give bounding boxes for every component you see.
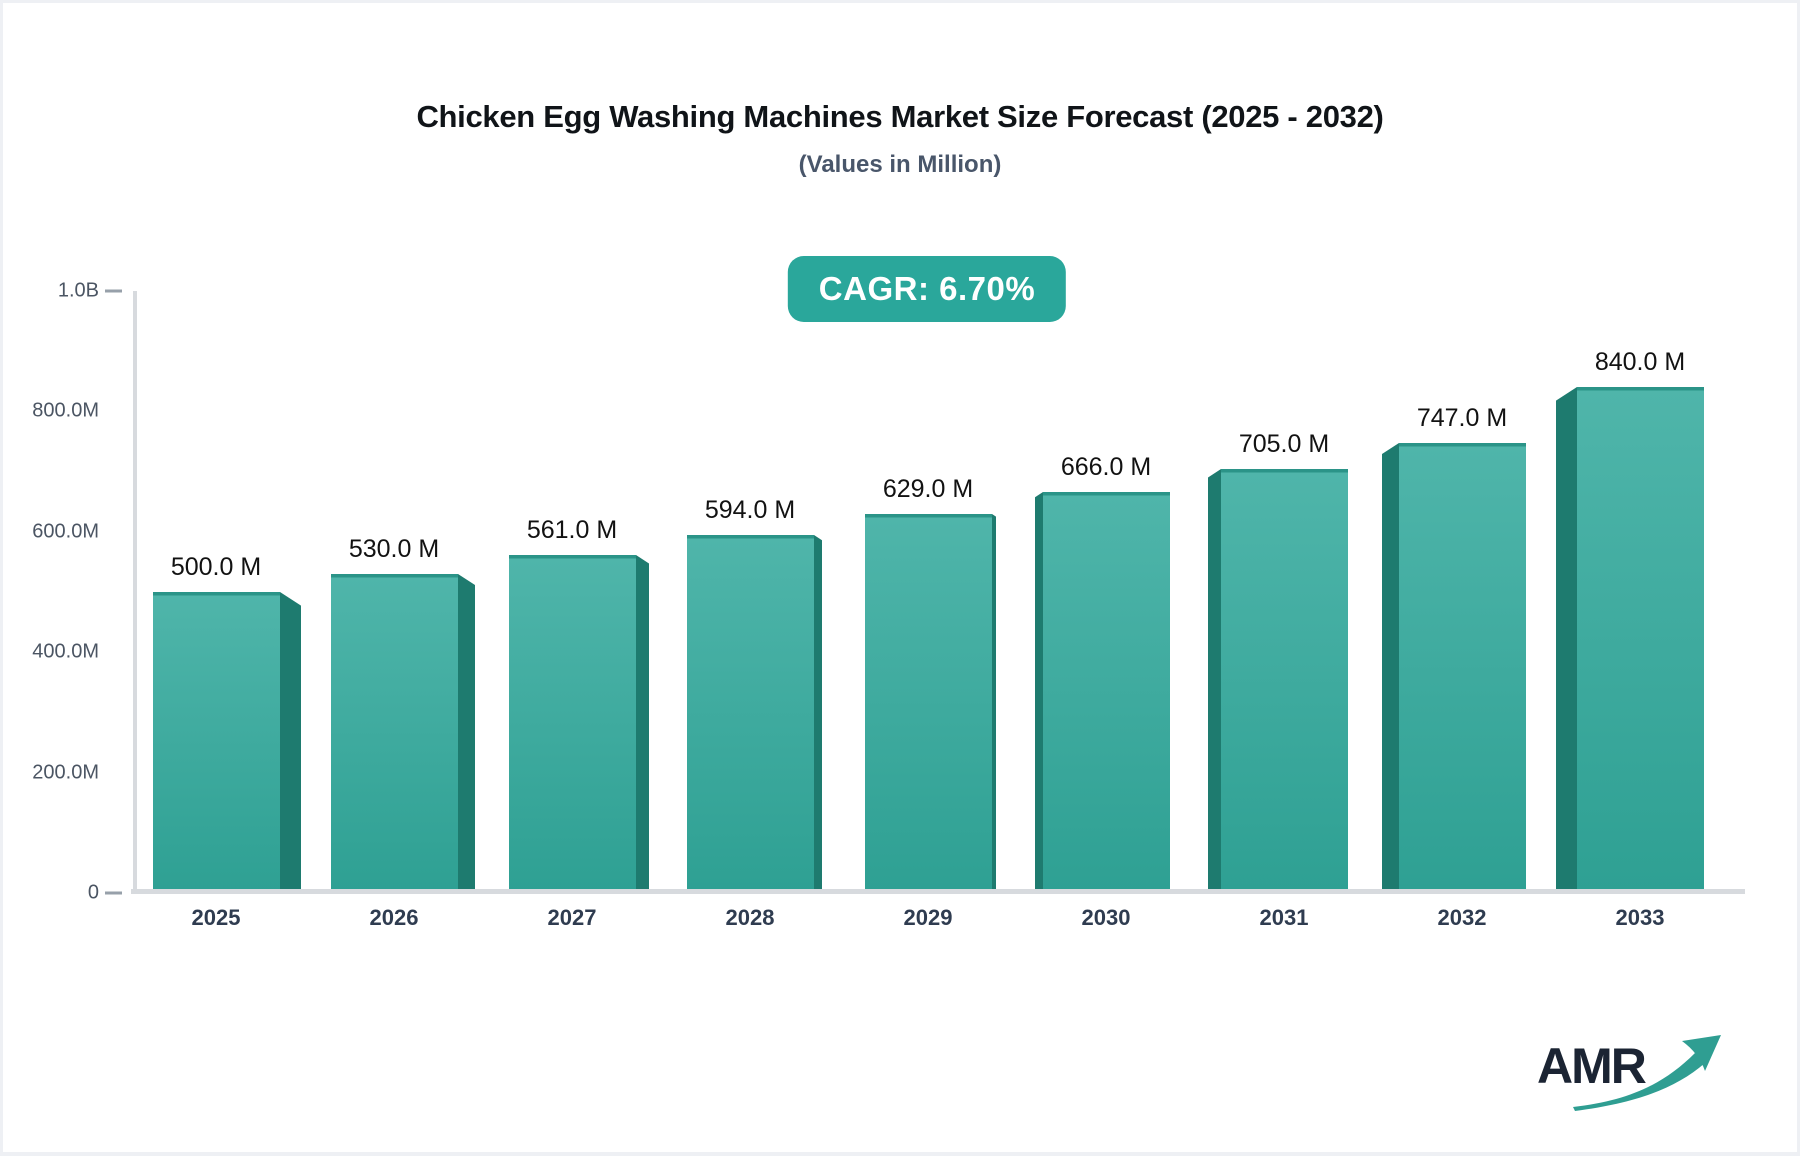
bar: 500.0 M [127, 273, 305, 893]
x-tick-label: 2027 [547, 905, 597, 930]
x-tick-label: 2029 [903, 905, 953, 930]
x-tick-label: 2033 [1615, 905, 1665, 930]
bar-side [279, 592, 301, 893]
bar-value-label: 594.0 M [704, 496, 796, 525]
cagr-badge: CAGR: 6.70% [787, 256, 1067, 322]
bar-face [686, 535, 814, 893]
bar: 594.0 M [661, 273, 839, 893]
bar-side [1555, 387, 1577, 893]
bar-value-label: 747.0 M [1416, 404, 1508, 433]
y-tick-label: 800.0M [32, 399, 99, 422]
chart-title: Chicken Egg Washing Machines Market Size… [416, 99, 1384, 134]
bar-value-label: 666.0 M [1060, 453, 1152, 482]
bar-face [864, 514, 992, 893]
bar-side [1381, 443, 1399, 893]
y-tick-label: 400.0M [32, 640, 99, 663]
x-tick-label: 2030 [1081, 905, 1131, 930]
x-tick-label: 2028 [725, 905, 775, 930]
bars-area: 500.0 M 530.0 M 561.0 M 594.0 M 629.0 M 666.0… [127, 273, 1729, 893]
bar: 666.0 M [1017, 273, 1195, 893]
bar-side [1034, 492, 1043, 893]
bar: 530.0 M [305, 273, 483, 893]
x-tick-label: 2025 [191, 905, 241, 930]
bar-side [813, 535, 822, 893]
bar-side [457, 573, 475, 893]
bar-value-label: 500.0 M [170, 553, 262, 581]
y-tick-label: 600.0M [32, 520, 99, 543]
bar-side [635, 555, 649, 893]
bar: 561.0 M [483, 273, 661, 893]
bar: 629.0 M [839, 273, 1017, 893]
bar-value-label: 561.0 M [526, 516, 618, 545]
x-axis-labels: 2025 2026 2027 2028 2029 2030 2031 2032 2033 [127, 905, 1729, 931]
bar-value-label: 629.0 M [882, 475, 974, 504]
y-tick-dash [105, 289, 122, 293]
bar-value-label: 705.0 M [1238, 429, 1330, 458]
bar-face [1398, 443, 1526, 893]
y-tick-label: 200.0M [32, 761, 99, 784]
y-tick-dash [105, 891, 122, 895]
bar: 840.0 M [1551, 273, 1729, 893]
x-tick-label: 2031 [1259, 905, 1309, 930]
x-tick-label: 2032 [1437, 905, 1487, 930]
y-tick-label: 1.0B [57, 279, 99, 302]
bar-face [1042, 492, 1170, 893]
chart-subtitle: (Values in Million) [798, 151, 1002, 178]
bar-value-label: 840.0 M [1594, 348, 1686, 377]
amr-logo-text: AMR [1537, 1038, 1647, 1094]
bar-face [508, 555, 636, 893]
y-axis-line [133, 291, 137, 891]
bar: 705.0 M [1195, 273, 1373, 893]
bar-value-label: 530.0 M [348, 534, 440, 563]
bar: 747.0 M [1373, 273, 1551, 893]
x-tick-label: 2026 [369, 905, 419, 930]
bar-side [1207, 468, 1221, 893]
chart-card: Chicken Egg Washing Machines Market Size… [3, 3, 1797, 1152]
amr-logo: AMR [1531, 1027, 1721, 1117]
x-axis-line [131, 889, 1745, 894]
growth-arrow-icon [1573, 1035, 1721, 1111]
bar-face [330, 573, 458, 893]
y-tick-label: 0 [87, 881, 99, 904]
bar-side [991, 514, 996, 893]
bar-face [1576, 387, 1704, 893]
bar-face [1220, 468, 1348, 893]
bar-face [152, 592, 280, 893]
